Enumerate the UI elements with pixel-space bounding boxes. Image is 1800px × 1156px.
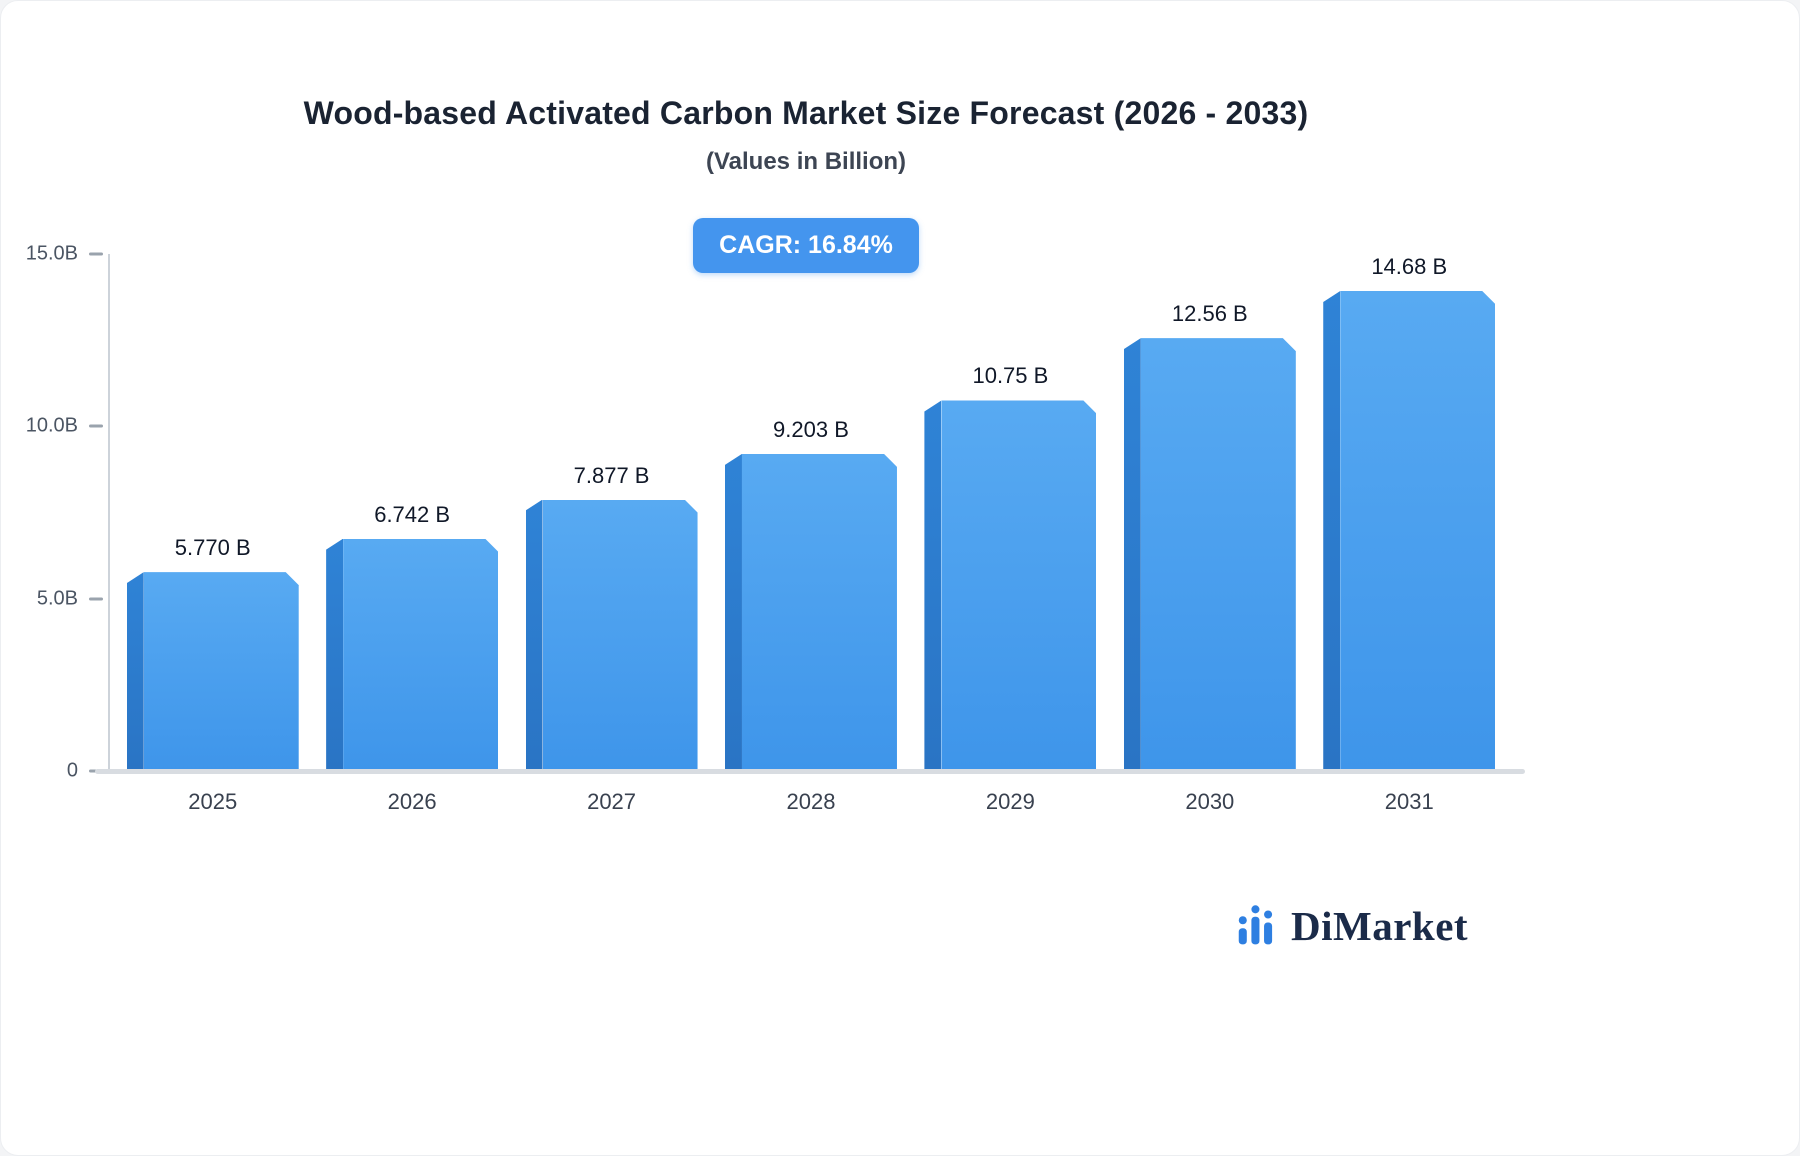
x-axis-label: 2029 (985, 789, 1035, 814)
chart-subtitle: (Values in Billion) (705, 148, 907, 175)
bar-side-face (326, 538, 344, 771)
bar-front-face (742, 454, 897, 771)
bar-group: 12.56 B (1110, 254, 1309, 771)
bar-front-face (1340, 291, 1495, 771)
y-axis-tick-label: 5.0B (36, 587, 78, 610)
bar-side-face (1123, 338, 1141, 771)
bar-front-face (1141, 338, 1296, 771)
chart-title: Wood-based Activated Carbon Market Size … (303, 95, 1309, 131)
bar[interactable] (126, 572, 299, 771)
bar-group: 14.68 B (1310, 254, 1509, 771)
dimarket-logo: DiMarket (1233, 902, 1468, 950)
bar-side-face (525, 499, 543, 771)
x-axis-label: 2031 (1384, 789, 1434, 814)
bar[interactable] (326, 538, 498, 771)
bar[interactable] (724, 453, 897, 771)
bar-front-face (343, 539, 498, 771)
bar-chart-logo-icon (1238, 905, 1273, 945)
y-axis-tick-mark (89, 597, 103, 601)
bar-value-label: 5.770 B (174, 535, 251, 561)
logo-text: DiMarket (1291, 903, 1469, 949)
bar-front-face (144, 572, 299, 771)
bar-group: 7.877 B (512, 254, 711, 771)
bar-front-face (543, 500, 698, 771)
y-axis: 15.0B 10.0B 5.0B 0 (1, 243, 108, 782)
bar-value-label: 12.56 B (1171, 301, 1248, 327)
y-axis-line (108, 254, 110, 771)
bar-group: 9.203 B (711, 254, 910, 771)
x-axis-label: 2027 (587, 789, 637, 814)
bar-side-face (924, 400, 942, 771)
y-axis-tick-label: 15.0B (25, 242, 78, 265)
bar-group: 6.742 B (312, 254, 511, 771)
bar[interactable] (1123, 338, 1296, 771)
bar-side-face (126, 572, 144, 771)
y-axis-tick-mark (89, 252, 103, 256)
bar-value-label: 6.742 B (374, 501, 451, 527)
bar-side-face (1323, 291, 1341, 771)
bars-row: 5.770 B 6.742 B 7.877 B 9.203 B 10.75 B 12.56… (113, 254, 1509, 771)
chart-header: Wood-based Activated Carbon Market Size … (1, 95, 1611, 273)
x-axis-label: 2025 (188, 789, 238, 814)
bar-value-label: 10.75 B (972, 363, 1049, 389)
y-axis-tick-mark (89, 424, 103, 428)
x-axis-row: 2025 2026 2027 2028 2029 2030 2031 (113, 789, 1509, 815)
bar-front-face (941, 400, 1096, 771)
bar-value-label: 9.203 B (773, 416, 849, 442)
bar[interactable] (1323, 291, 1495, 771)
x-axis-label: 2026 (387, 789, 437, 814)
bar-group: 10.75 B (911, 254, 1110, 771)
x-axis-line (95, 769, 1525, 774)
cagr-badge: CAGR: 16.84% (693, 218, 919, 273)
y-axis-tick-label: 10.0B (25, 414, 78, 437)
bar-group: 5.770 B (113, 254, 312, 771)
x-axis-label: 2028 (786, 789, 836, 814)
badge-row: CAGR: 16.84% (1, 176, 1611, 273)
bar-value-label: 7.877 B (573, 462, 650, 488)
x-axis-label: 2030 (1185, 789, 1235, 814)
bar[interactable] (525, 499, 698, 771)
bar-side-face (724, 453, 742, 771)
y-axis-tick-label: 0 (66, 759, 78, 782)
bar[interactable] (924, 400, 1096, 771)
bar-value-label: 14.68 B (1371, 254, 1448, 279)
